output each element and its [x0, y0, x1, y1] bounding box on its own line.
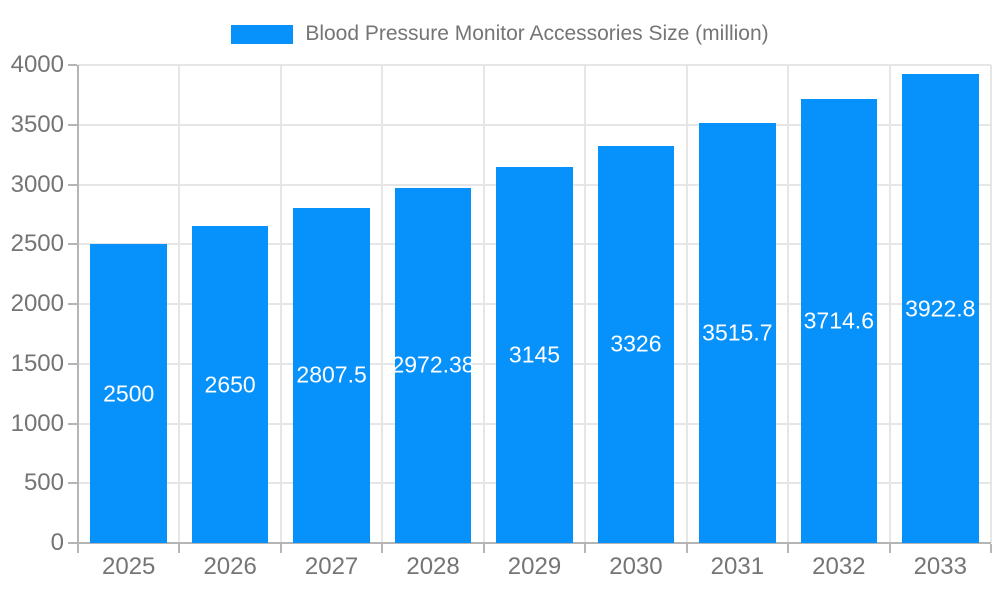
y-axis-tick — [68, 362, 77, 365]
v-gridline — [990, 65, 992, 543]
chart-legend: Blood Pressure Monitor Accessories Size … — [0, 16, 1000, 52]
y-axis-tick — [68, 64, 77, 66]
y-axis-tick — [68, 183, 77, 186]
y-axis-tick — [68, 303, 77, 305]
bar[interactable]: 3714.6 — [800, 99, 878, 543]
bar-value-label: 2500 — [103, 380, 155, 407]
x-axis-label: 2026 — [203, 553, 257, 580]
x-axis-tick — [685, 544, 688, 553]
h-gridline — [78, 123, 991, 126]
v-gridline — [584, 65, 587, 543]
bar-value-label: 2650 — [204, 371, 256, 398]
v-gridline — [787, 65, 790, 543]
y-axis-label: 3000 — [10, 170, 64, 198]
x-axis-tick — [279, 544, 282, 553]
legend-series-label: Blood Pressure Monitor Accessories Size … — [305, 22, 769, 45]
bar-value-label: 2807.5 — [296, 361, 367, 388]
y-axis-label: 4000 — [10, 51, 64, 78]
y-axis-tick — [68, 542, 77, 544]
bar[interactable]: 2650 — [191, 226, 269, 543]
h-gridline — [78, 64, 991, 66]
x-axis-tick — [888, 544, 891, 553]
v-gridline — [482, 65, 485, 543]
y-axis-tick — [68, 123, 77, 126]
y-axis-tick — [68, 482, 77, 485]
y-axis-label: 1000 — [10, 409, 64, 437]
bar[interactable]: 2500 — [90, 244, 167, 543]
v-gridline — [685, 65, 688, 543]
bar-value-label: 3922.8 — [905, 295, 976, 322]
y-axis-label: 3500 — [10, 110, 64, 138]
x-axis-label: 2025 — [102, 553, 156, 580]
bar-value-label: 2972.38 — [391, 351, 475, 378]
v-gridline — [888, 65, 891, 543]
x-axis-tick — [178, 544, 181, 553]
x-axis-tick — [482, 544, 485, 553]
x-axis-line — [77, 542, 991, 544]
x-axis-tick — [990, 544, 992, 553]
y-axis-label: 0 — [50, 529, 64, 556]
y-axis-line — [77, 65, 79, 543]
y-axis-label: 1500 — [10, 349, 64, 377]
bar-value-label: 3714.6 — [803, 307, 874, 334]
x-axis-label: 2027 — [304, 553, 359, 580]
bar-value-label: 3145 — [508, 341, 561, 368]
v-gridline — [279, 65, 282, 543]
v-gridline — [381, 65, 384, 543]
bar[interactable]: 2807.5 — [293, 207, 370, 543]
y-axis-label: 2500 — [10, 230, 64, 258]
y-axis-tick — [68, 243, 77, 246]
x-axis-label: 2031 — [710, 553, 765, 580]
bar[interactable]: 3515.7 — [699, 122, 776, 543]
x-axis-label: 2033 — [913, 553, 967, 580]
x-axis-label: 2030 — [609, 553, 663, 580]
x-axis-label: 2028 — [406, 553, 460, 580]
chart-plot-area: 0 500 1000 1500 2000 2500 3000 3500 4000 2500 2025… — [11, 52, 992, 580]
bar[interactable]: 2972.38 — [391, 187, 475, 543]
y-axis-label: 2000 — [10, 290, 64, 317]
bar-value-label: 3326 — [610, 330, 662, 357]
x-axis-tick — [77, 544, 79, 553]
bar-value-label: 3515.7 — [702, 319, 773, 346]
bar[interactable]: 3145 — [496, 167, 573, 543]
bar[interactable]: 3326 — [597, 145, 675, 543]
x-axis-tick — [584, 544, 587, 553]
x-axis-tick — [381, 544, 384, 553]
y-axis-label: 500 — [23, 469, 64, 497]
v-gridline — [178, 65, 181, 543]
legend-swatch — [231, 24, 294, 44]
x-axis-label: 2032 — [812, 553, 866, 580]
y-axis-tick — [68, 422, 77, 425]
x-axis-tick — [787, 544, 790, 553]
bar[interactable]: 3922.8 — [901, 74, 979, 543]
x-axis-label: 2029 — [507, 553, 562, 580]
